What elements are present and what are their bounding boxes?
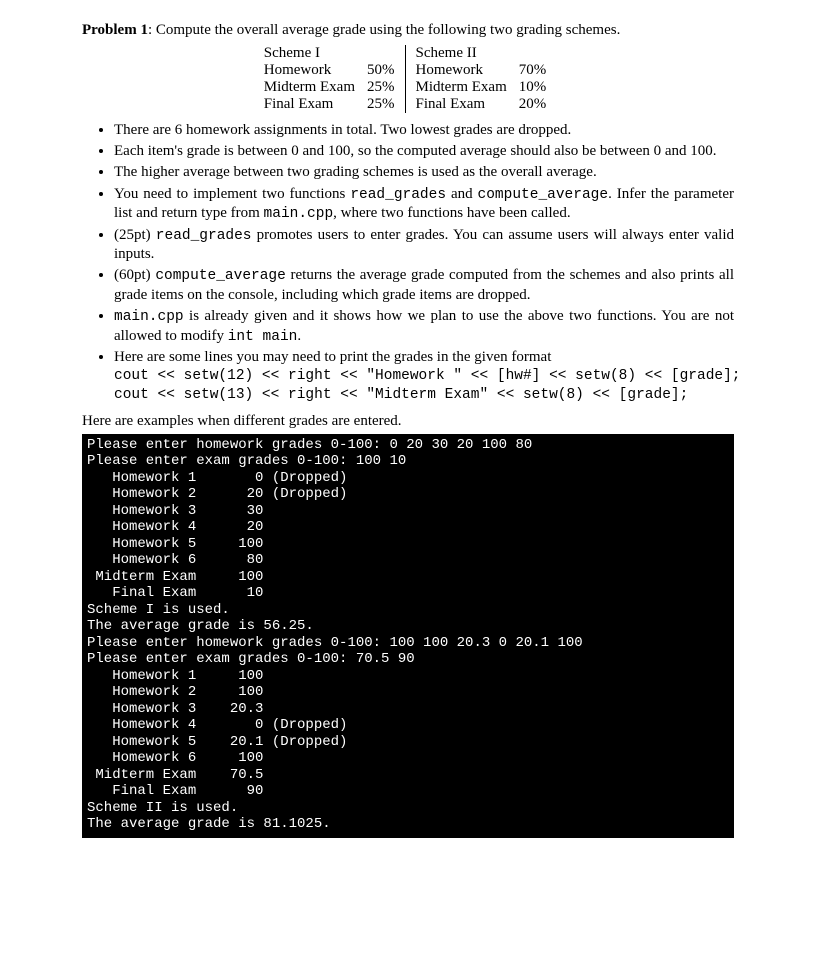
scheme2-row-label: Homework [405, 62, 515, 79]
code-token: read_grades [156, 228, 252, 244]
terminal-output: Please enter homework grades 0-100: 0 20… [82, 434, 734, 838]
code-line: cout << setw(12) << right << "Homework "… [114, 367, 734, 386]
scheme1-header: Scheme I [260, 45, 363, 62]
bullet-item: Each item's grade is between 0 and 100, … [114, 142, 734, 161]
code-token: main.cpp [264, 206, 334, 222]
scheme1-row-label: Final Exam [260, 96, 363, 113]
scheme1-row-pct: 50% [363, 62, 405, 79]
scheme2-header: Scheme II [405, 45, 515, 62]
scheme-table: Scheme I Scheme II Homework 50% Homework… [260, 45, 556, 113]
bullet-item: main.cpp is already given and it shows h… [114, 307, 734, 346]
problem-title: Problem 1: Compute the overall average g… [82, 22, 734, 39]
page: { "title_prefix": "Problem 1", "title_re… [0, 0, 816, 953]
bullet-item: You need to implement two functions read… [114, 185, 734, 224]
scheme2-row-pct: 10% [515, 79, 557, 96]
bullet-item: Here are some lines you may need to prin… [114, 348, 734, 404]
scheme2-row-label: Midterm Exam [405, 79, 515, 96]
scheme1-row-label: Midterm Exam [260, 79, 363, 96]
bullet-item: The higher average between two grading s… [114, 163, 734, 182]
bullet-list: There are 6 homework assignments in tota… [82, 121, 734, 405]
bullet-item: (25pt) read_grades promotes users to ent… [114, 226, 734, 265]
problem-statement: : Compute the overall average grade usin… [148, 22, 620, 38]
scheme1-row-label: Homework [260, 62, 363, 79]
problem-number: Problem 1 [82, 22, 148, 38]
examples-intro: Here are examples when different grades … [82, 413, 734, 430]
code-token: int main [228, 329, 298, 345]
code-line: cout << setw(13) << right << "Midterm Ex… [114, 386, 734, 405]
scheme2-row-label: Final Exam [405, 96, 515, 113]
scheme1-row-pct: 25% [363, 96, 405, 113]
code-token: compute_average [155, 268, 286, 284]
code-token: compute_average [478, 187, 609, 203]
bullet-item: (60pt) compute_average returns the avera… [114, 266, 734, 305]
code-token: main.cpp [114, 309, 184, 325]
scheme2-row-pct: 70% [515, 62, 557, 79]
scheme1-row-pct: 25% [363, 79, 405, 96]
bullet-item: There are 6 homework assignments in tota… [114, 121, 734, 140]
scheme2-row-pct: 20% [515, 96, 557, 113]
code-token: read_grades [350, 187, 446, 203]
